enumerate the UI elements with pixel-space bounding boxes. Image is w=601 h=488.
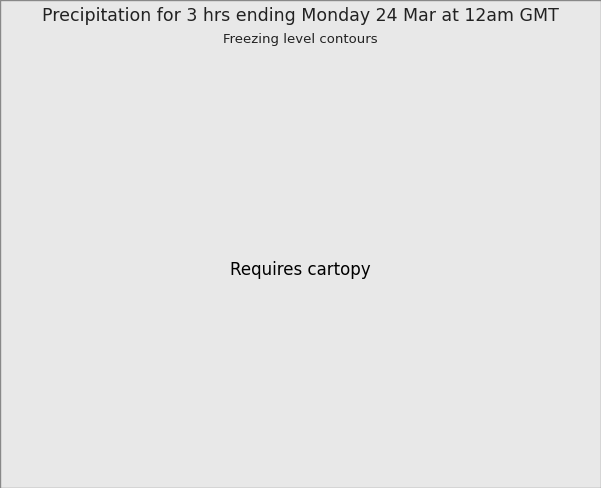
Text: Precipitation for 3 hrs ending Monday 24 Mar at 12am GMT: Precipitation for 3 hrs ending Monday 24… <box>42 7 559 25</box>
Text: Freezing level contours: Freezing level contours <box>223 34 378 46</box>
Text: Requires cartopy: Requires cartopy <box>230 261 371 279</box>
